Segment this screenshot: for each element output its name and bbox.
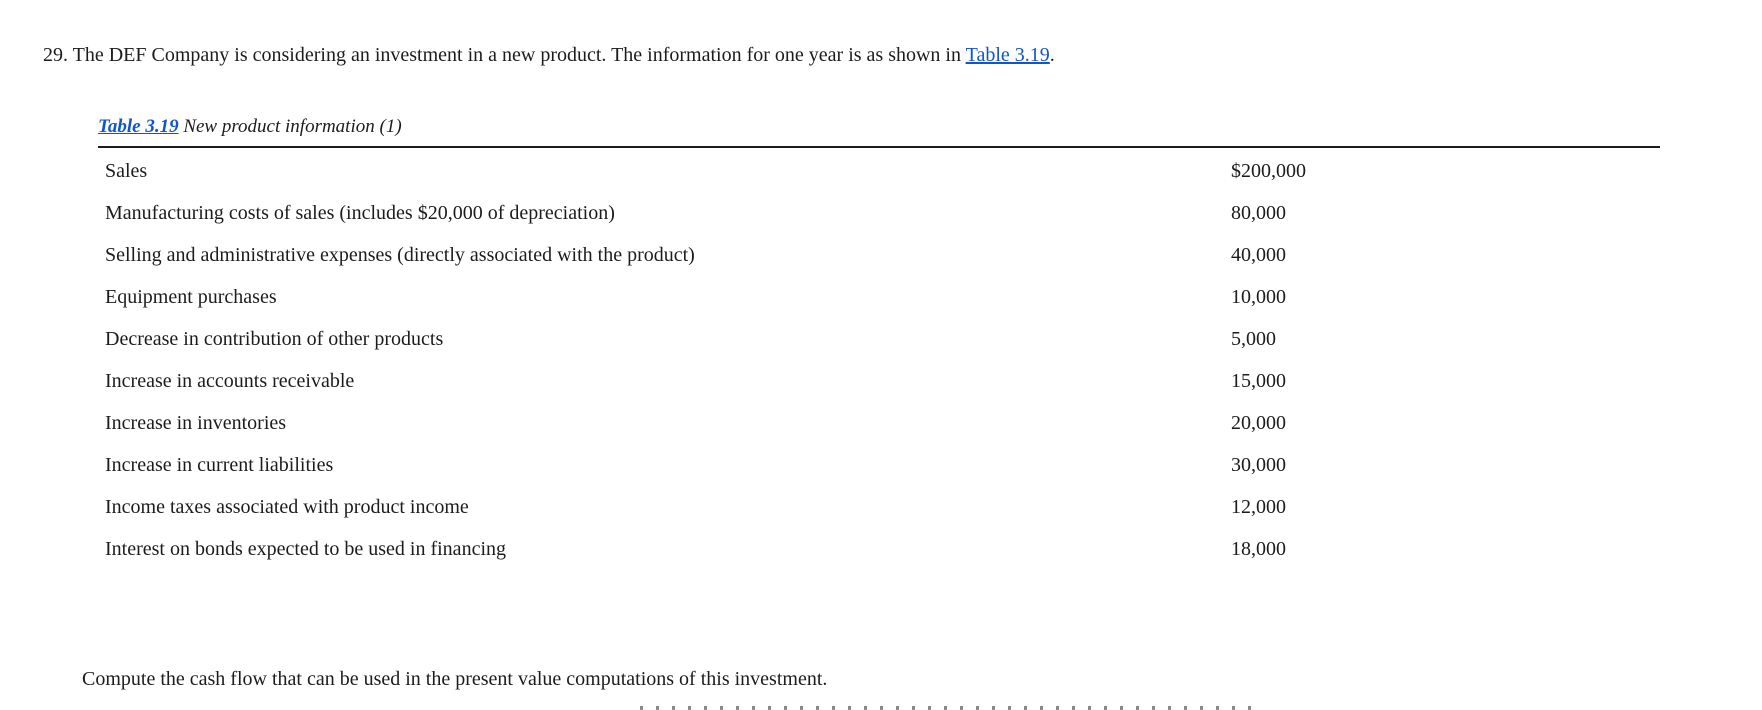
table-row: Income taxes associated with product inc… xyxy=(105,486,1650,528)
table-row: Increase in accounts receivable 15,000 xyxy=(105,360,1650,402)
table-caption-text: New product information (1) xyxy=(178,116,402,137)
table-row: Sales $200,000 xyxy=(105,150,1650,192)
table-row: Equipment purchases 10,000 xyxy=(105,276,1650,318)
table-row: Interest on bonds expected to be used in… xyxy=(105,528,1650,570)
cutoff-next-line xyxy=(640,706,1260,710)
row-label: Selling and administrative expenses (dir… xyxy=(105,243,695,266)
row-label: Manufacturing costs of sales (includes $… xyxy=(105,201,615,224)
row-value: 80,000 xyxy=(1231,201,1286,224)
row-label: Equipment purchases xyxy=(105,285,277,308)
row-value: 20,000 xyxy=(1231,411,1286,434)
problem-text-period: . xyxy=(1049,44,1055,66)
row-label: Income taxes associated with product inc… xyxy=(105,495,469,518)
table-body: Sales $200,000 Manufacturing costs of sa… xyxy=(105,150,1650,570)
problem-number: 29. xyxy=(43,44,68,66)
row-label: Increase in inventories xyxy=(105,411,287,434)
row-label: Increase in current liabilities xyxy=(105,453,334,476)
row-label: Decrease in contribution of other produc… xyxy=(105,327,444,350)
row-value: 10,000 xyxy=(1231,285,1286,308)
row-value: 40,000 xyxy=(1231,243,1286,266)
table-3-19-link[interactable]: Table 3.19 xyxy=(965,44,1050,66)
table-caption: Table 3.19 New product information (1) xyxy=(98,116,402,138)
table-row: Increase in current liabilities 30,000 xyxy=(105,444,1650,486)
row-value: 30,000 xyxy=(1231,453,1286,476)
row-value: 18,000 xyxy=(1231,537,1286,560)
table-caption-link[interactable]: Table 3.19 xyxy=(98,116,179,137)
row-label: Increase in accounts receivable xyxy=(105,369,355,392)
row-value: 12,000 xyxy=(1231,495,1286,518)
table-row: Selling and administrative expenses (dir… xyxy=(105,234,1650,276)
table-row: Increase in inventories 20,000 xyxy=(105,402,1650,444)
problem-statement: 29. The DEF Company is considering an in… xyxy=(43,42,1693,68)
table-row: Manufacturing costs of sales (includes $… xyxy=(105,192,1650,234)
table-row: Decrease in contribution of other produc… xyxy=(105,318,1650,360)
problem-text: The DEF Company is considering an invest… xyxy=(68,44,966,66)
row-label: Sales xyxy=(105,159,148,182)
compute-instruction: Compute the cash flow that can be used i… xyxy=(82,668,828,690)
row-value: $200,000 xyxy=(1231,159,1306,182)
row-label: Interest on bonds expected to be used in… xyxy=(105,537,506,560)
row-value: 5,000 xyxy=(1231,327,1276,350)
table-top-rule xyxy=(98,146,1660,148)
row-value: 15,000 xyxy=(1231,369,1286,392)
